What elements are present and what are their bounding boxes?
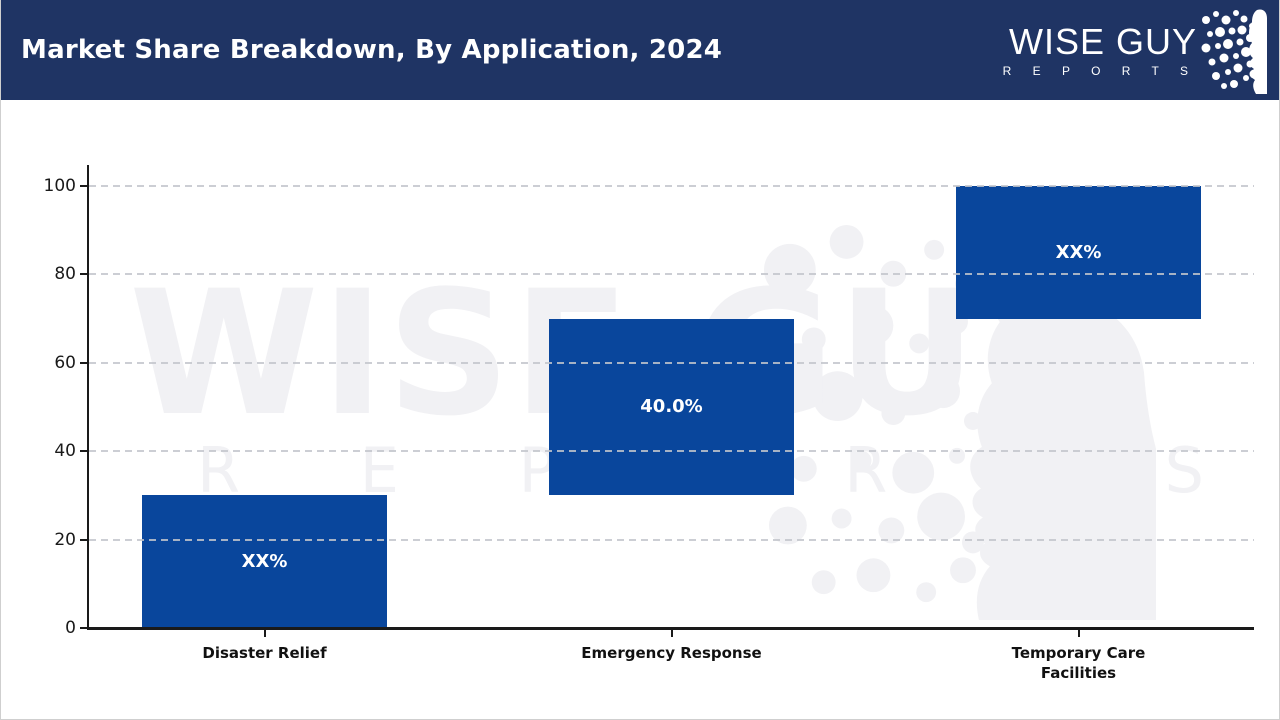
x-axis-spine: [87, 627, 1254, 630]
bar-segment-3: XX%: [956, 186, 1201, 319]
bar-segment-1: XX%: [142, 495, 387, 628]
y-axis-tick-label: 40: [54, 441, 76, 462]
page-title: Market Share Breakdown, By Application, …: [21, 35, 723, 65]
x-axis-tick-mark: [1077, 628, 1080, 637]
y-axis-tick-label: 0: [65, 618, 76, 638]
y-axis-tick-mark: [80, 627, 89, 629]
y-axis-tick-mark: [80, 538, 89, 541]
logo-face-dots-icon: [1201, 9, 1267, 94]
y-axis-tick-label: 100: [43, 176, 76, 196]
y-axis-tick-mark: [80, 450, 89, 453]
bar-segment-2: 40.0%: [549, 318, 794, 496]
header-banner: Market Share Breakdown, By Application, …: [1, 0, 1279, 100]
wise-guy-reports-logo: WISE GUY R E P O R T S: [1003, 6, 1269, 94]
gridline-y40: [89, 450, 1254, 453]
gridline-y100: [89, 185, 1254, 187]
y-axis-tick-label: 60: [54, 352, 76, 373]
x-axis-tick-mark: [263, 628, 266, 637]
bar-value-label: XX%: [241, 551, 288, 573]
x-axis-label: Emergency Response: [581, 644, 762, 662]
y-axis-tick-mark: [80, 273, 89, 276]
bar-value-label: 40.0%: [640, 396, 703, 418]
y-axis-spine: [87, 165, 89, 630]
y-axis-tick-label: 80: [54, 264, 76, 285]
logo-wordmark-main: WISE GUY: [1008, 20, 1197, 62]
bar-value-label: XX%: [1055, 241, 1102, 263]
x-axis-tick-mark: [670, 628, 673, 637]
logo-wordmark: WISE GUY R E P O R T S: [1002, 20, 1197, 78]
gridline-y20: [89, 538, 1254, 541]
x-axis-label: Disaster Relief: [202, 644, 327, 662]
logo-wordmark-sub: R E P O R T S: [1002, 63, 1197, 78]
gridline-y80: [89, 273, 1254, 276]
x-axis-label: Temporary Care Facilities: [1011, 644, 1146, 682]
y-axis-tick-mark: [80, 361, 89, 364]
gridline-y60: [89, 361, 1254, 364]
y-axis-tick-label: 20: [54, 529, 76, 550]
y-axis-tick-mark: [80, 185, 89, 187]
